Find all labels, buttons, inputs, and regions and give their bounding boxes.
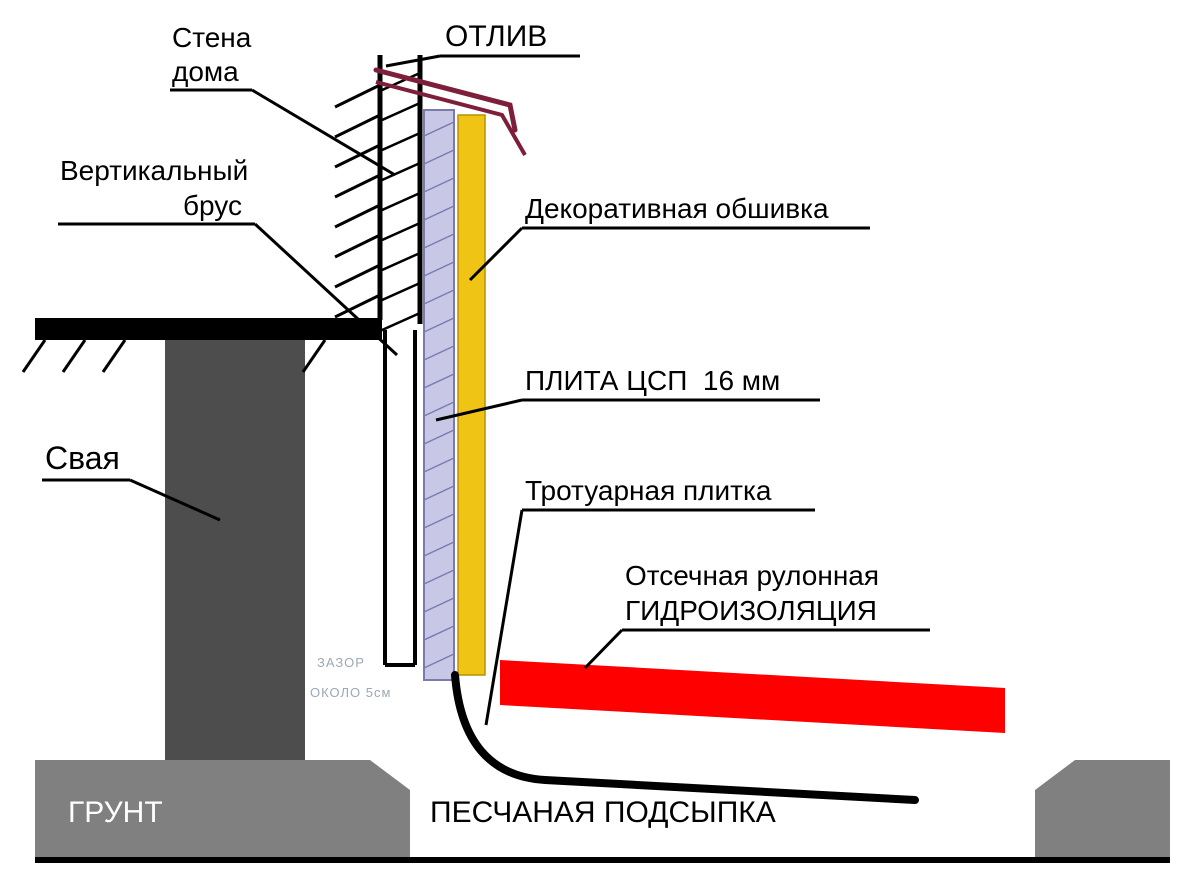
label-ground: ГРУНТ	[68, 796, 163, 830]
label-small-note-1: ЗАЗОР	[317, 655, 365, 670]
label-vertical-beam-line2: брус	[183, 190, 242, 222]
label-csp-board: ПЛИТА ЦСП 16 мм	[525, 365, 780, 397]
label-small-note-2: ОКОЛО 5см	[310, 685, 391, 700]
label-decorative-cladding: Декоративная обшивка	[525, 193, 829, 225]
label-paving-tile: Тротуарная плитка	[525, 475, 771, 507]
diagram-canvas: Стена дома ОТЛИВ Вертикальный брус Декор…	[0, 0, 1200, 877]
label-pile: Свая	[45, 440, 120, 477]
label-wall-of-house-line1: Стена	[172, 22, 251, 54]
label-sand-fill: ПЕСЧАНАЯ ПОДСЫПКА	[430, 796, 776, 830]
label-wall-of-house-line2: дома	[172, 56, 239, 88]
label-drip-cap: ОТЛИВ	[445, 20, 547, 54]
label-hydro-line1: Отсечная рулонная	[625, 560, 879, 592]
label-vertical-beam-line1: Вертикальный	[60, 155, 248, 187]
diagram-svg	[0, 0, 1200, 877]
label-hydro-line2: ГИДРОИЗОЛЯЦИЯ	[625, 595, 877, 627]
